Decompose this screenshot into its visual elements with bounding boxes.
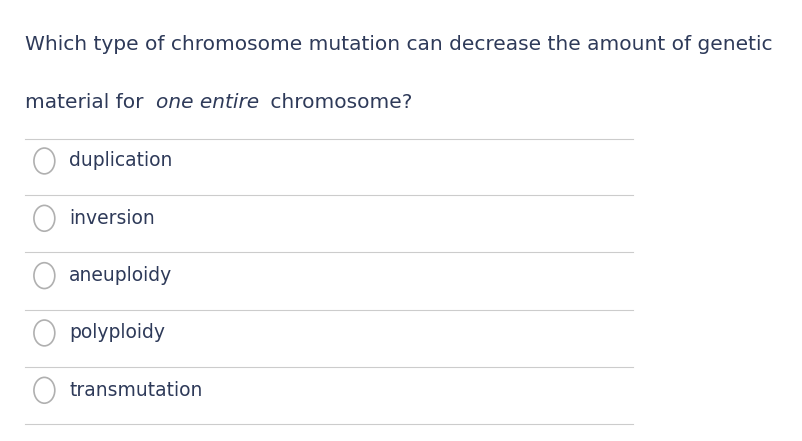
Text: polyploidy: polyploidy (69, 323, 165, 343)
Text: material for: material for (25, 93, 150, 112)
Text: inversion: inversion (69, 209, 155, 228)
Text: Which type of chromosome mutation can decrease the amount of genetic: Which type of chromosome mutation can de… (25, 35, 772, 54)
Text: aneuploidy: aneuploidy (69, 266, 172, 285)
Text: duplication: duplication (69, 151, 172, 171)
Text: chromosome?: chromosome? (264, 93, 412, 112)
Text: one entire: one entire (156, 93, 259, 112)
Text: transmutation: transmutation (69, 381, 203, 400)
